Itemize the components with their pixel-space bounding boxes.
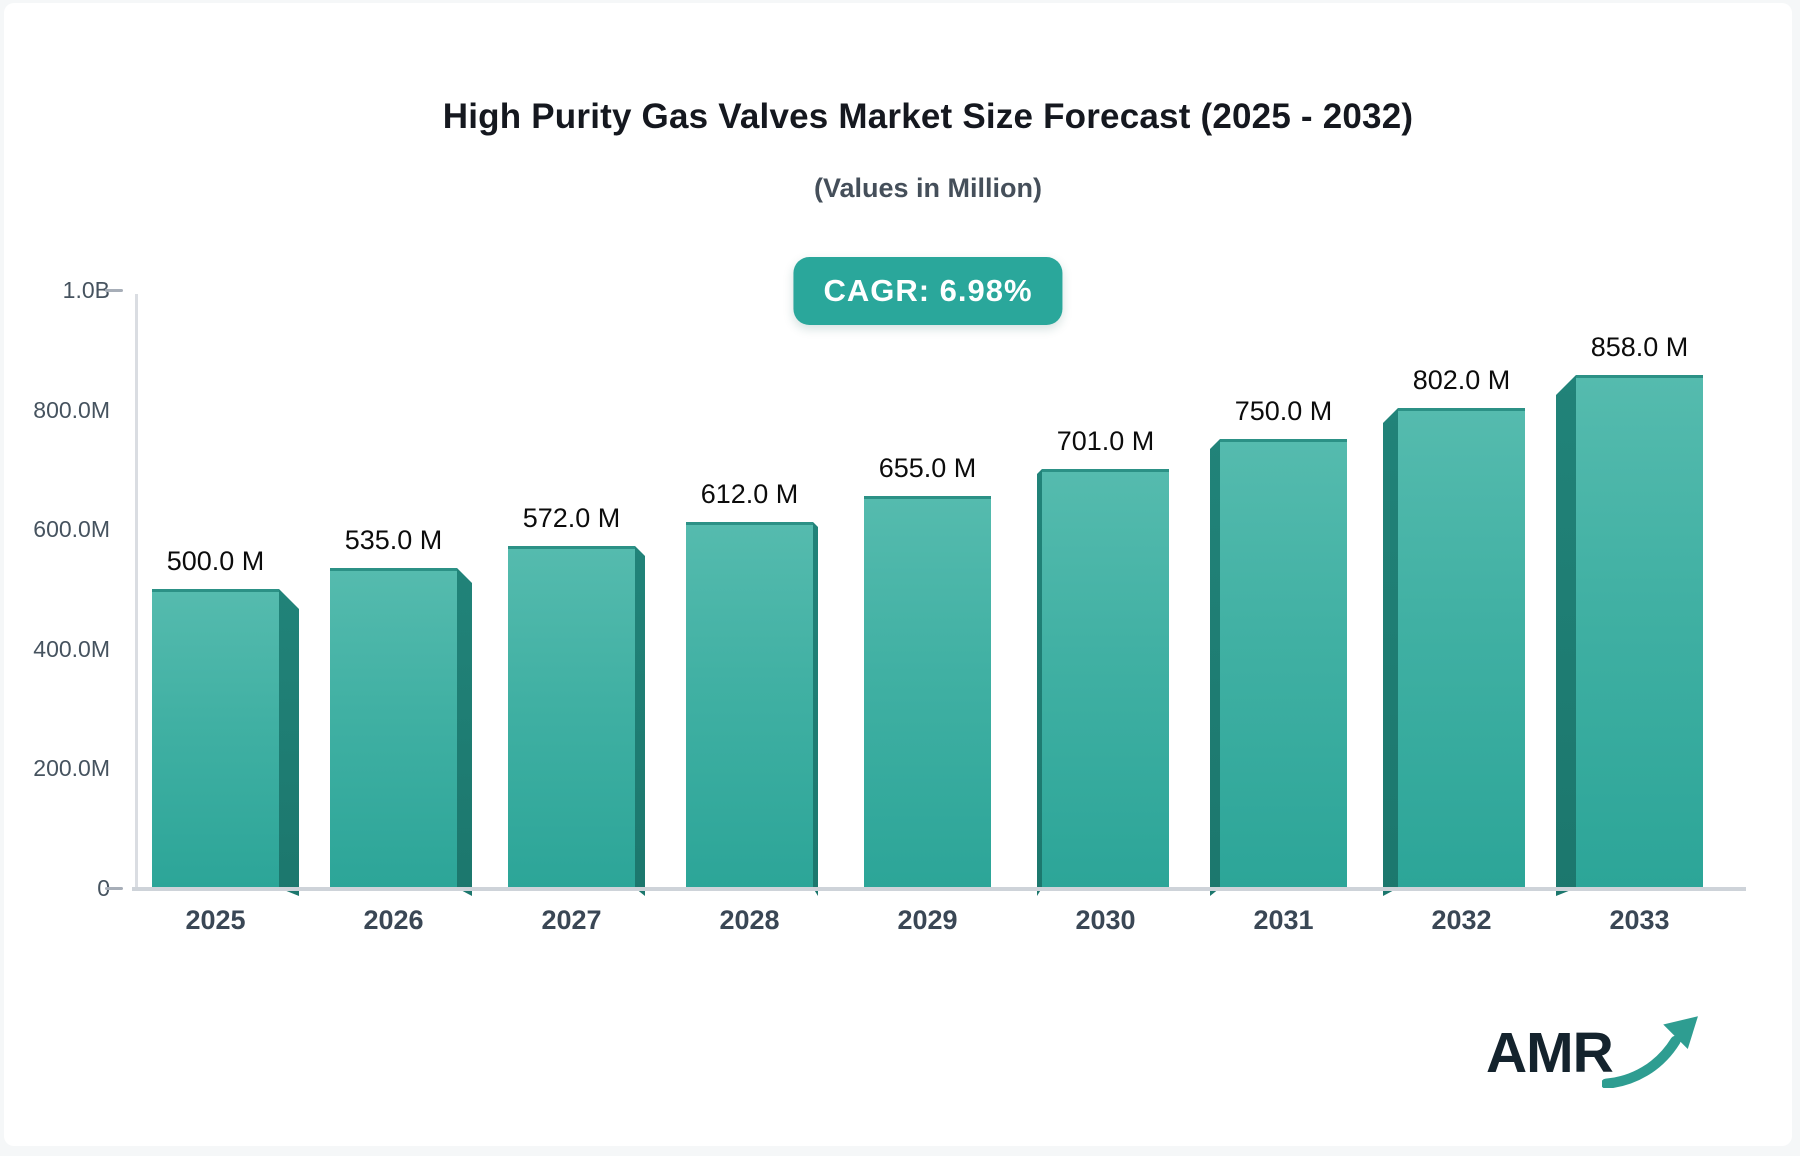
y-axis-tick-label: 600.0M [33,516,110,543]
x-axis-label: 2033 [1609,905,1670,935]
y-axis-tick-label: 400.0M [33,635,110,662]
bar-side-face [1383,408,1398,896]
amr-logo-text: AMR [1486,1021,1614,1085]
bar-front [508,546,635,888]
bar-side-face [635,546,645,896]
bar-value-label: 802.0 M [1412,365,1511,395]
x-axis-label: 2032 [1431,905,1492,935]
bar-value-label: 572.0 M [522,503,621,533]
y-axis-line [135,294,138,889]
bar-value-label: 701.0 M [1056,426,1155,456]
amr-logo: AMR [1486,1004,1700,1096]
y-axis-tick-mark [105,289,123,292]
bar-front [152,589,279,888]
y-axis-tick-label: 800.0M [33,396,110,423]
bar-side-face [1556,375,1576,896]
bar-value-label: 612.0 M [700,479,799,509]
bar-value-label: 858.0 M [1590,332,1689,362]
x-axis-line [132,887,1746,891]
bar-front [686,522,813,888]
x-axis-label: 2029 [897,905,958,935]
chart-title: High Purity Gas Valves Market Size Forec… [442,97,1414,136]
bar-value-label: 750.0 M [1234,396,1333,426]
chart-subtitle: (Values in Million) [813,173,1043,203]
bar-front [864,496,991,888]
plot-area: 0 200.0M 400.0M 600.0M 800.0M 1.0B 500.0 M 535… [33,277,1746,935]
x-axis-label: 2030 [1075,905,1136,935]
chart-card: High Purity Gas Valves Market Size Forec… [4,3,1792,1146]
growth-arrow-icon [1602,1016,1698,1088]
y-axis-tick-label: 0 [97,875,110,901]
bar-front [1220,439,1347,888]
bar-side-face [1210,439,1220,896]
x-axis-label: 2028 [719,905,780,935]
x-axis-label: 2026 [363,905,424,935]
bar-side-face [457,568,472,896]
bar-side-face [1037,469,1042,896]
bar-front [1398,408,1525,888]
bar-front [1042,469,1169,888]
cagr-badge: CAGR: 6.98% [793,257,1063,325]
bar-value-label: 500.0 M [166,546,265,576]
x-axis-label: 2027 [541,905,602,935]
y-axis-tick-label: 200.0M [33,755,110,782]
bar-front [330,568,457,888]
x-axis-label: 2025 [185,905,246,935]
x-axis-label: 2031 [1253,905,1314,935]
y-axis-tick-label: 1.0B [62,277,110,303]
bar-value-label: 655.0 M [878,453,977,483]
bar-front [1576,375,1703,888]
bar-value-label: 535.0 M [344,525,443,555]
bar-side-face [279,589,299,896]
y-axis-tick-mark [105,887,123,890]
bar-side-face [813,522,818,896]
